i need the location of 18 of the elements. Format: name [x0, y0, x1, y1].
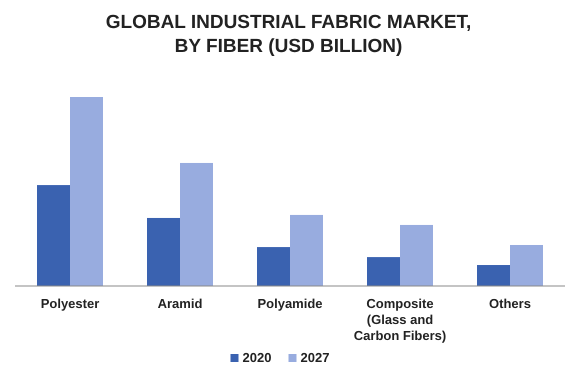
bar [180, 162, 213, 286]
legend-label: 2020 [242, 350, 272, 365]
bar [37, 185, 70, 286]
x-tick-label: Aramid [158, 296, 202, 311]
bar [400, 224, 433, 286]
x-tick-label: Others [489, 296, 531, 311]
bar [147, 218, 180, 286]
bar [367, 257, 400, 286]
legend-label: 2027 [300, 350, 330, 365]
x-tick-label: Composite (Glass and Carbon Fibers) [354, 296, 446, 343]
bar [70, 97, 103, 286]
x-tick-label: Polyamide [257, 296, 323, 311]
x-tick-label: Polyester [40, 296, 100, 311]
chart-title: GLOBAL INDUSTRIAL FABRIC MARKET, BY FIBER (USD BILLION) [106, 12, 472, 57]
bar [477, 265, 510, 286]
bar [290, 214, 323, 286]
bar [510, 244, 543, 286]
bar [257, 247, 290, 286]
